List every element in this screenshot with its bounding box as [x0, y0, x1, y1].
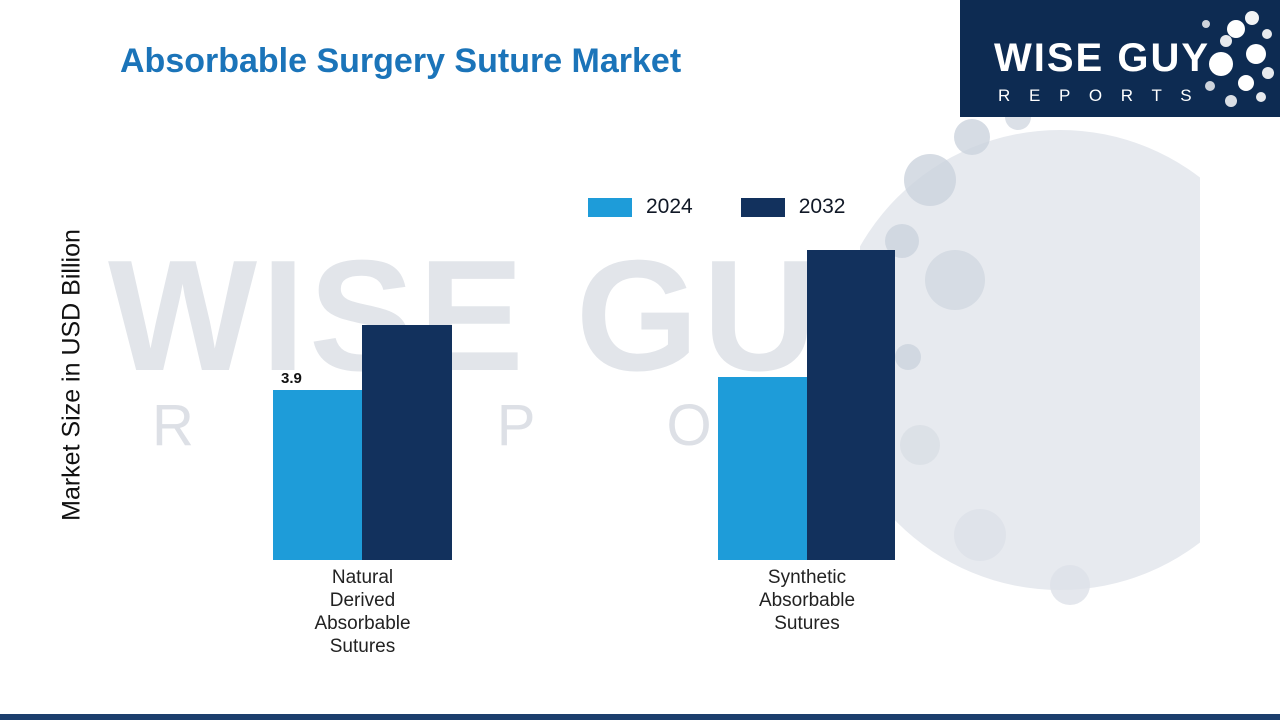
bar-2024-natural [273, 390, 362, 560]
legend-item-2032: 2032 [740, 195, 846, 219]
watermark-text-line1: WISE GUY [108, 228, 931, 404]
bar-2032-synthetic [807, 250, 895, 560]
legend-label-2024: 2024 [646, 195, 693, 218]
legend-swatch-2024 [588, 197, 632, 217]
bar-value-label: 3.9 [281, 370, 302, 387]
brand-logo-subtext: R E P O R T S [998, 86, 1199, 105]
category-label-synthetic: Synthetic Absorbable Sutures [758, 567, 856, 634]
footer-accent-strip [0, 714, 1280, 720]
category-label-natural: Natural Derived Absorbable Sutures [314, 567, 411, 657]
brand-logo: WISE GUY R E P O R T S [960, 0, 1280, 117]
legend-label-2032: 2032 [798, 195, 846, 218]
page-title: Absorbable Surgery Suture Market [120, 42, 682, 80]
legend-swatch-2032 [740, 197, 785, 217]
bar-2024-synthetic [718, 377, 807, 560]
bar-2032-natural [362, 325, 452, 560]
watermark-face-icon [860, 104, 1200, 605]
chart-legend: 2024 2032 [588, 195, 845, 219]
brand-face-icon [1202, 11, 1274, 107]
brand-logo-wordmark: WISE GUY [994, 36, 1211, 80]
legend-item-2024: 2024 [588, 195, 693, 219]
